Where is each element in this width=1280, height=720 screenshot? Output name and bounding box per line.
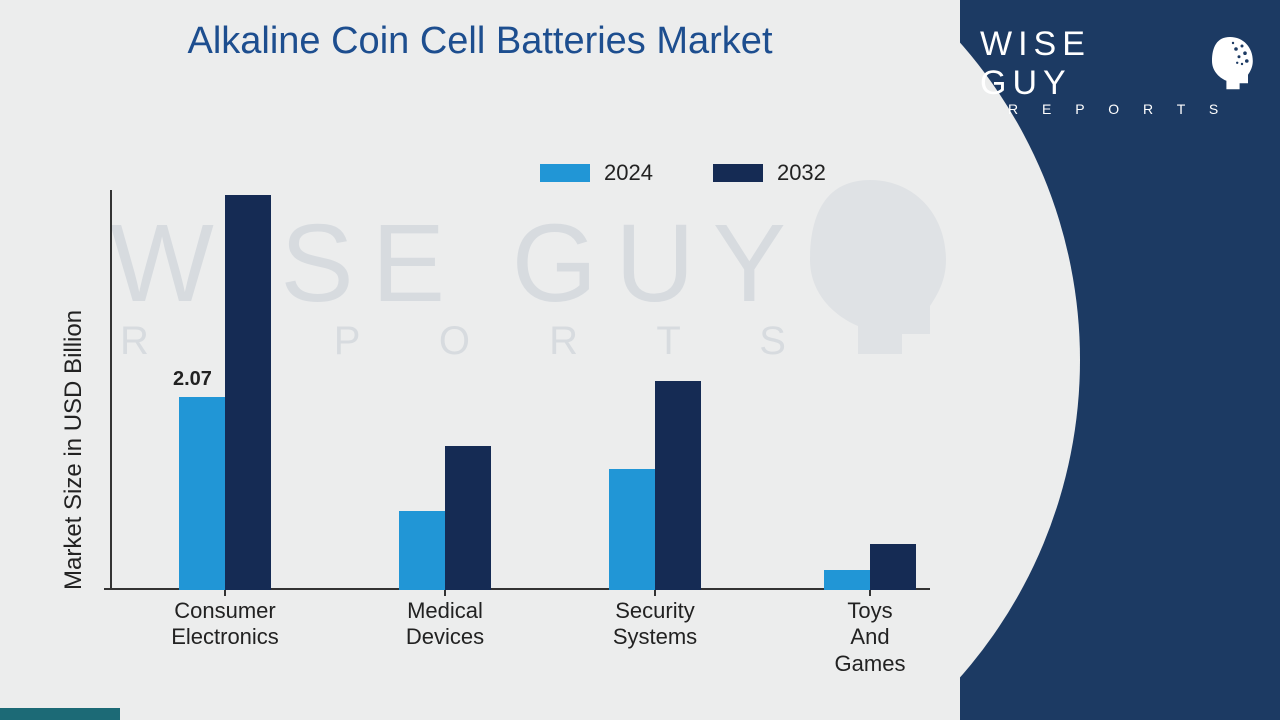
legend-label-2024: 2024 (604, 160, 653, 186)
category-label-3: ToysAndGames (780, 598, 960, 677)
x-tick (224, 590, 226, 596)
legend-swatch-2024 (540, 164, 590, 182)
bar-2032-3 (870, 544, 916, 591)
bar-2032-2 (655, 381, 701, 590)
legend: 2024 2032 (540, 160, 826, 186)
brand-head-icon (1200, 34, 1260, 94)
legend-item-2024: 2024 (540, 160, 653, 186)
x-tick (869, 590, 871, 596)
bar-2024-3 (824, 570, 870, 590)
bar-2024-1 (399, 511, 445, 590)
category-label-1: MedicalDevices (355, 598, 535, 651)
bottom-strip (0, 708, 120, 720)
category-label-2: SecuritySystems (565, 598, 745, 651)
bar-2032-0 (225, 195, 271, 590)
value-label-0-0: 2.07 (173, 368, 212, 391)
legend-swatch-2032 (713, 164, 763, 182)
chart-title: Alkaline Coin Cell Batteries Market (0, 20, 960, 63)
brand-main-text: WISE GUY (980, 25, 1196, 103)
brand-logo: WISE GUY R E P O R T S (980, 25, 1260, 105)
category-label-0: ConsumerElectronics (135, 598, 315, 651)
stage: Alkaline Coin Cell Batteries Market WISE… (0, 0, 1280, 720)
y-tick (104, 588, 110, 590)
x-tick (444, 590, 446, 596)
legend-item-2032: 2032 (713, 160, 826, 186)
brand-sub-text: R E P O R T S (980, 101, 1260, 117)
plot-area: ConsumerElectronicsMedicalDevicesSecurit… (110, 190, 930, 590)
bar-2024-2 (609, 469, 655, 590)
x-tick (654, 590, 656, 596)
y-axis-line (110, 190, 112, 590)
bar-2032-1 (445, 446, 491, 590)
bar-2024-0 (179, 397, 225, 590)
y-axis-label: Market Size in USD Billion (60, 310, 88, 590)
legend-label-2032: 2032 (777, 160, 826, 186)
